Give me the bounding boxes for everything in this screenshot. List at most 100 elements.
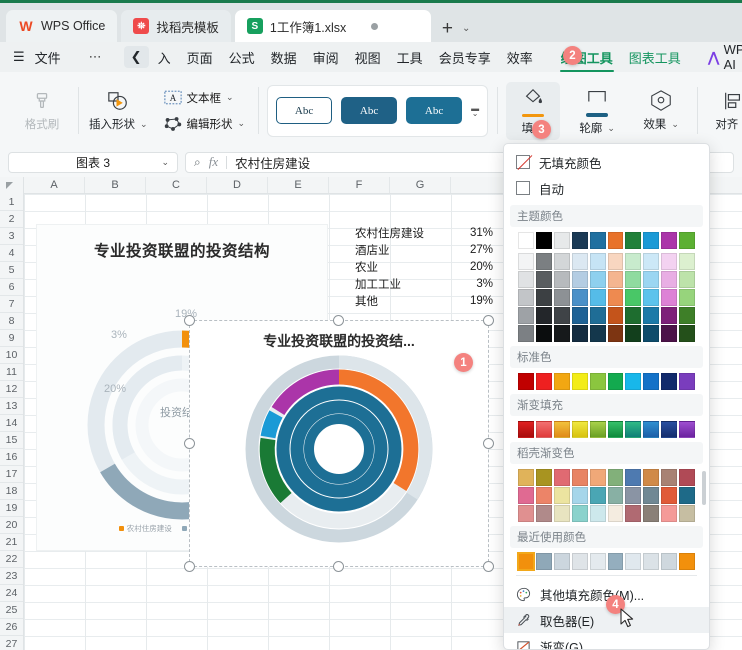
column-header-F[interactable]: F (329, 177, 390, 193)
insert-shape-button[interactable]: 插入形状 ⌄ (87, 85, 150, 136)
docer-scrollbar[interactable] (702, 471, 706, 505)
menu-item-member[interactable]: 会员专享 (438, 50, 491, 66)
cell-F5[interactable]: 加工工业 (355, 279, 401, 291)
cell-G4[interactable]: 20% (469, 261, 493, 273)
gradient-swatch-1[interactable] (535, 421, 552, 438)
theme-tint2-swatch-3[interactable] (571, 289, 588, 306)
theme-tint1-swatch-1[interactable] (535, 271, 552, 288)
docer-row2-swatch-7[interactable] (643, 505, 660, 522)
chevron-down-icon[interactable]: ⌄ (140, 118, 148, 129)
cell-F4[interactable]: 农业 (355, 262, 378, 274)
theme-tint2-swatch-8[interactable] (661, 289, 678, 306)
docer-row0-swatch-1[interactable] (535, 469, 552, 486)
menu-item-page[interactable]: 页面 (186, 50, 213, 66)
menu-item-data[interactable]: 数据 (270, 50, 297, 66)
column-header-G[interactable]: G (390, 177, 451, 193)
recent-swatch-3[interactable] (571, 553, 588, 570)
menu-scroll-left[interactable]: ❮ (123, 46, 149, 68)
recent-swatch-4[interactable] (589, 553, 606, 570)
shape-style-preset-1[interactable]: Abc (276, 97, 333, 124)
gradient-swatch-7[interactable] (643, 421, 660, 438)
docer-gradient-grid[interactable] (504, 469, 709, 522)
edit-shape-button[interactable]: 编辑形状 ⌄ (160, 113, 250, 135)
docer-row0-swatch-6[interactable] (625, 469, 642, 486)
theme-tint2-swatch-9[interactable] (679, 289, 696, 306)
zoom-out-icon[interactable]: ⌕ (194, 154, 201, 169)
effects-button[interactable]: 效果 ⌄ (634, 85, 688, 136)
cell-G2[interactable]: 31% (469, 227, 493, 239)
name-box[interactable]: 图表 3 ⌄ (8, 151, 178, 173)
row-header-12[interactable]: 12 (0, 381, 23, 398)
docer-row2-swatch-8[interactable] (661, 505, 678, 522)
recent-swatch-6[interactable] (625, 553, 642, 570)
outline-button[interactable]: 轮廓 ⌄ (570, 81, 624, 140)
new-tab-button[interactable]: + (441, 18, 453, 39)
row-header-25[interactable]: 25 (0, 602, 23, 619)
theme-tint4-swatch-4[interactable] (589, 325, 606, 342)
gradient-swatch-6[interactable] (625, 421, 642, 438)
cell-G3[interactable]: 27% (469, 244, 493, 256)
theme-base-swatch-8[interactable] (661, 232, 678, 249)
standard-swatch-4[interactable] (589, 373, 606, 390)
resize-handle-middle-right[interactable] (483, 437, 494, 449)
standard-colors-grid[interactable] (504, 373, 709, 390)
menu-more[interactable]: ⋯ (88, 49, 103, 64)
standard-swatch-8[interactable] (661, 373, 678, 390)
row-header-16[interactable]: 16 (0, 449, 23, 466)
theme-tint4-swatch-9[interactable] (679, 325, 696, 342)
tab-docer-template[interactable]: ⛯ 找稻壳模板 (121, 10, 231, 42)
theme-tint3-swatch-5[interactable] (607, 307, 624, 324)
theme-tint1-swatch-3[interactable] (571, 271, 588, 288)
docer-row0-swatch-4[interactable] (589, 469, 606, 486)
theme-tint2-swatch-1[interactable] (535, 289, 552, 306)
docer-row2-swatch-3[interactable] (571, 505, 588, 522)
docer-row1-swatch-8[interactable] (661, 487, 678, 504)
docer-row0-swatch-5[interactable] (607, 469, 624, 486)
theme-tint1-swatch-6[interactable] (625, 271, 642, 288)
theme-tint3-swatch-1[interactable] (535, 307, 552, 324)
theme-base-swatch-6[interactable] (625, 232, 642, 249)
theme-base-swatch-9[interactable] (679, 232, 696, 249)
cell-G6[interactable]: 19% (469, 295, 493, 307)
cell-F6[interactable]: 其他 (355, 296, 378, 308)
theme-tint2-swatch-2[interactable] (553, 289, 570, 306)
row-header-15[interactable]: 15 (0, 432, 23, 449)
recent-swatch-9[interactable] (679, 553, 696, 570)
menu-file[interactable]: 文件 (34, 50, 61, 66)
menu-gradient[interactable]: 渐变(G) (504, 633, 709, 649)
chevron-down-icon[interactable]: ⌄ (462, 23, 471, 34)
theme-base-swatch-2[interactable] (553, 232, 570, 249)
gradient-swatch-8[interactable] (661, 421, 678, 438)
shape-style-expand-icon[interactable]: ▬ ⌄ (471, 103, 480, 118)
theme-tint4-swatch-3[interactable] (571, 325, 588, 342)
standard-swatch-7[interactable] (643, 373, 660, 390)
resize-handle-top-right[interactable] (483, 315, 494, 326)
theme-tint1-swatch-8[interactable] (661, 271, 678, 288)
theme-colors-grid[interactable] (504, 232, 709, 342)
chevron-down-icon[interactable]: ⌄ (226, 92, 234, 102)
row-header-5[interactable]: 5 (0, 262, 23, 279)
docer-row1-swatch-6[interactable] (625, 487, 642, 504)
theme-tint4-swatch-5[interactable] (607, 325, 624, 342)
theme-tint2-swatch-7[interactable] (643, 289, 660, 306)
resize-handle-top-center[interactable] (333, 315, 344, 326)
row-header-27[interactable]: 27 (0, 636, 23, 650)
shape-style-preset-2[interactable]: Abc (341, 97, 398, 124)
menu-item-formula[interactable]: 公式 (228, 50, 255, 66)
theme-base-swatch-7[interactable] (643, 232, 660, 249)
theme-base-swatch-1[interactable] (535, 232, 552, 249)
row-header-17[interactable]: 17 (0, 466, 23, 483)
theme-tint3-swatch-9[interactable] (679, 307, 696, 324)
chevron-down-icon[interactable]: ⌄ (237, 118, 246, 128)
docer-row1-swatch-1[interactable] (535, 487, 552, 504)
theme-tint4-swatch-8[interactable] (661, 325, 678, 342)
row-header-11[interactable]: 11 (0, 364, 23, 381)
row-header-13[interactable]: 13 (0, 398, 23, 415)
docer-row2-swatch-2[interactable] (553, 505, 570, 522)
docer-row2-swatch-0[interactable] (518, 505, 534, 522)
shape-style-preset-3[interactable]: Abc (406, 97, 463, 124)
row-header-18[interactable]: 18 (0, 483, 23, 500)
row-header-2[interactable]: 2 (0, 211, 23, 228)
theme-tint1-swatch-9[interactable] (679, 271, 696, 288)
docer-row2-swatch-4[interactable] (589, 505, 606, 522)
